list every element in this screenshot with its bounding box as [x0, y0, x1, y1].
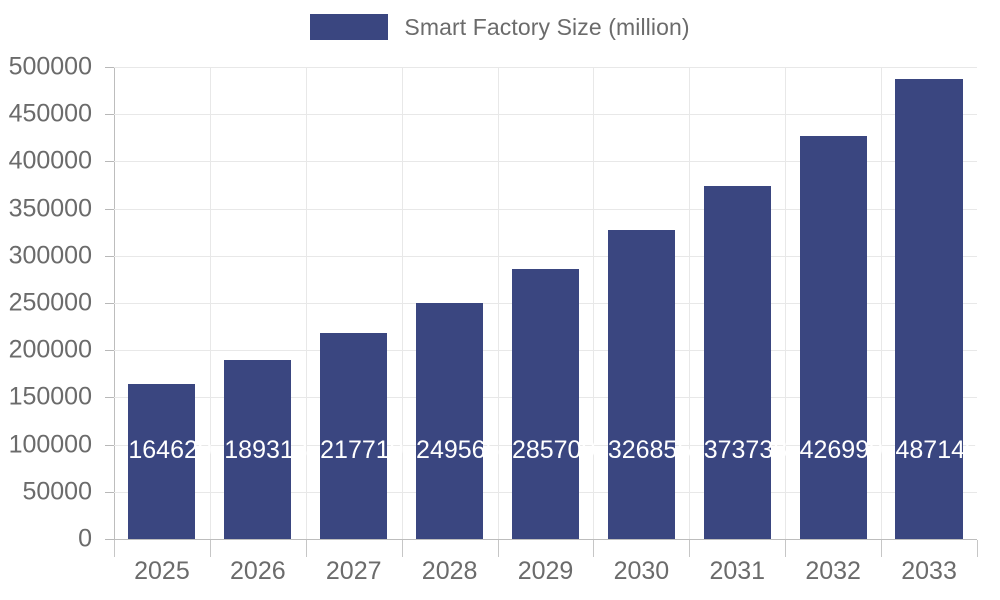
legend-label-smart-factory-size[interactable]: Smart Factory Size (million)	[404, 13, 690, 40]
x-axis-tick-mark	[977, 540, 978, 557]
x-axis-tick-mark	[497, 540, 499, 557]
y-axis-tick-label: 50000	[22, 477, 92, 506]
y-axis-tick-mark	[105, 350, 114, 352]
y-axis-tick-label: 200000	[8, 335, 92, 364]
x-axis-tick-label-2032: 2032	[805, 557, 861, 585]
gridline-vertical	[401, 67, 403, 539]
y-axis-tick-mark	[105, 114, 114, 116]
plot-area: 164620 189313 217710 249566 285700 326855 3737…	[114, 67, 979, 540]
bar-2031[interactable]	[703, 186, 771, 539]
x-axis-tick-mark	[881, 540, 883, 557]
x-axis-tick-label-2026: 2026	[230, 557, 286, 585]
y-axis-tick-label: 500000	[8, 52, 92, 81]
y-axis-tick-mark	[105, 67, 114, 68]
gridline-horizontal	[114, 255, 977, 257]
bar-2032[interactable]	[799, 135, 867, 539]
y-axis-tick-label: 150000	[8, 382, 92, 411]
x-axis-tick-mark	[785, 540, 787, 557]
y-axis-tick-mark	[105, 303, 114, 304]
chart-legend: Smart Factory Size (million)	[0, 10, 1000, 44]
x-axis-tick-mark	[593, 540, 595, 557]
x-axis-tick-label-2033: 2033	[901, 557, 957, 585]
gridline-horizontal	[114, 67, 977, 68]
y-axis-tick-mark	[105, 444, 114, 446]
bar-2025[interactable]	[128, 383, 196, 539]
x-axis-tick-label-2029: 2029	[517, 557, 574, 585]
bar-2028[interactable]	[416, 303, 484, 539]
bar-2026[interactable]	[224, 360, 292, 539]
legend-swatch-smart-factory-size[interactable]	[310, 14, 389, 40]
gridline-vertical	[689, 67, 691, 539]
y-axis-tick-mark	[105, 255, 114, 257]
gridline-horizontal	[114, 161, 977, 163]
gridline-vertical	[209, 67, 211, 539]
x-axis-tick-mark	[305, 540, 307, 557]
y-axis-tick-mark	[105, 208, 114, 210]
gridline-horizontal	[114, 208, 977, 210]
gridline-vertical	[305, 67, 307, 539]
bar-2029[interactable]	[511, 269, 580, 539]
gridline-vertical	[881, 67, 883, 539]
y-axis-tick-label: 100000	[8, 430, 92, 459]
y-axis-tick-label: 250000	[8, 288, 92, 317]
gridline-horizontal	[114, 114, 977, 116]
gridline-vertical	[785, 67, 787, 539]
y-axis-tick-label: 450000	[8, 99, 92, 128]
x-axis-tick-mark	[689, 540, 691, 557]
y-axis-tick-mark	[105, 491, 114, 493]
x-axis-tick-mark	[401, 540, 403, 557]
gridline-vertical	[497, 67, 499, 539]
x-axis-tick-mark	[114, 540, 115, 557]
gridline-vertical	[593, 67, 595, 539]
bar-2033[interactable]	[895, 79, 963, 539]
x-axis-tick-mark	[209, 540, 211, 557]
y-axis-tick-label: 0	[78, 524, 92, 553]
bar-2027[interactable]	[320, 333, 388, 539]
x-axis-tick-label-2030: 2030	[613, 557, 670, 585]
y-axis-tick-label: 300000	[8, 241, 92, 270]
x-axis-tick-label-2027: 2027	[325, 557, 382, 585]
y-axis-tick-mark	[105, 539, 114, 540]
y-axis-tick-label: 400000	[8, 146, 92, 175]
gridline-horizontal	[114, 539, 977, 540]
x-axis-tick-label-2028: 2028	[421, 557, 478, 585]
x-axis-tick-label-2025: 2025	[134, 557, 190, 585]
y-axis-tick-mark	[105, 161, 114, 163]
y-axis-tick-label: 350000	[8, 194, 92, 223]
bar-2030[interactable]	[607, 230, 675, 539]
x-axis-tick-label-2031: 2031	[709, 557, 766, 585]
y-axis-tick-mark	[105, 397, 114, 399]
